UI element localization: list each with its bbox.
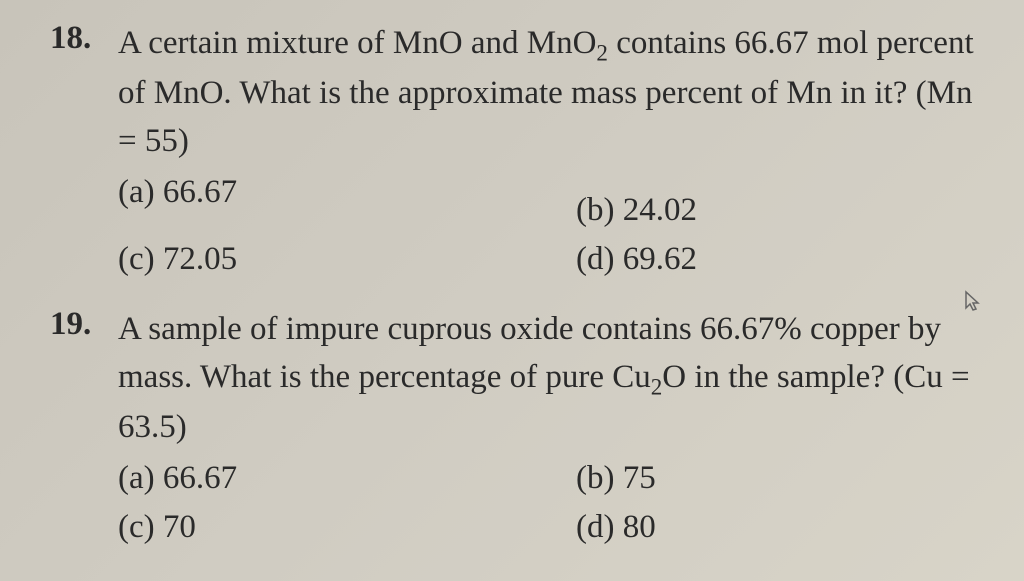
option-b: (b) 75 <box>576 460 994 497</box>
options-grid: (a) 66.67 (b) 24.02 (c) 72.05 (d) 69.62 <box>118 174 994 278</box>
option-c: (c) 72.05 <box>118 241 536 278</box>
question-number: 18. <box>50 20 100 57</box>
subscript-1: 2 <box>596 40 608 66</box>
option-d: (d) 69.62 <box>576 241 994 278</box>
cursor-icon <box>964 290 984 320</box>
question-header: 18. A certain mixture of MnO and MnO2 co… <box>50 20 994 166</box>
subscript-1: 2 <box>651 373 663 399</box>
text-part-1: A certain mixture of MnO and MnO <box>118 25 596 61</box>
option-b: (b) 24.02 <box>576 174 994 229</box>
question-number: 19. <box>50 306 100 343</box>
option-a: (a) 66.67 <box>118 174 536 229</box>
options-grid: (a) 66.67 (b) 75 (c) 70 (d) 80 <box>118 460 994 546</box>
question-text: A certain mixture of MnO and MnO2 contai… <box>118 20 994 166</box>
question-header: 19. A sample of impure cuprous oxide con… <box>50 306 994 452</box>
question-19: 19. A sample of impure cuprous oxide con… <box>50 306 994 546</box>
option-a: (a) 66.67 <box>118 460 536 497</box>
option-d: (d) 80 <box>576 509 994 546</box>
question-text: A sample of impure cuprous oxide contain… <box>118 306 994 452</box>
question-18: 18. A certain mixture of MnO and MnO2 co… <box>50 20 994 278</box>
option-c: (c) 70 <box>118 509 536 546</box>
